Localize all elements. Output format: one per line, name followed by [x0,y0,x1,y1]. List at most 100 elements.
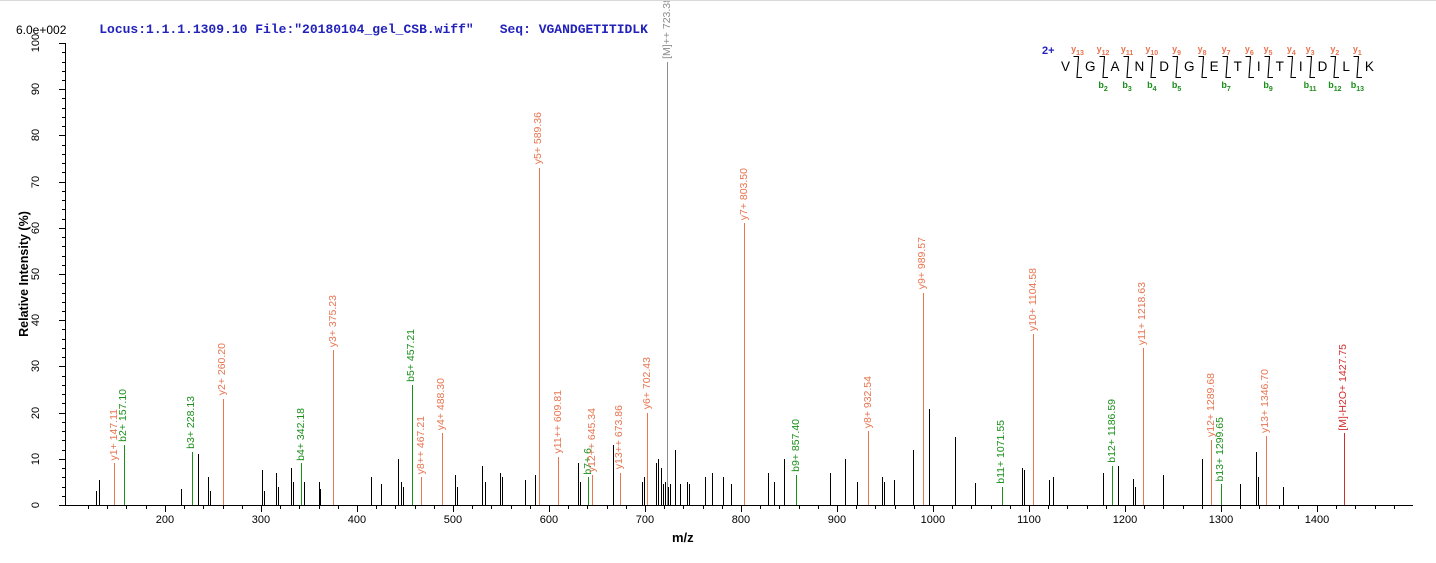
y-ion-label: y2 [1330,44,1340,57]
x-tick [1317,506,1318,512]
y-tick-label: 50 [30,267,42,281]
peak [643,477,645,505]
peak-label: b13+ 1299.65 [1214,416,1227,482]
x-tick [894,506,896,509]
cleavage-mark-icon [1072,55,1083,79]
peak [1283,486,1285,505]
cleavage-mark-icon [1244,55,1255,79]
peak [669,484,671,505]
annotated-peak [588,477,590,505]
residue-letter: D [1159,59,1170,74]
peak [722,477,724,505]
b-ion-label: b13 [1350,80,1365,93]
x-tick [1221,506,1222,512]
x-tick [587,506,589,509]
residue-letter: L [1342,59,1350,74]
y-tick-label: 70 [30,175,42,188]
x-tick [145,506,147,509]
peak-label: b12+ 1186.59 [1105,398,1118,463]
peak [98,479,100,505]
peak [1163,475,1165,505]
x-tick-label: 500 [443,514,463,526]
x-tick [126,506,128,509]
x-tick [280,506,282,509]
x-tick [376,506,378,509]
peak-label: [M]-H2O+ 1427.75 [1337,343,1350,431]
annotated-peak [868,431,870,505]
b-ion-label: b9 [1263,80,1273,93]
peak [1024,470,1026,505]
peak-label: b9+ 857.40 [789,419,802,472]
annotated-peak [1220,484,1222,505]
x-tick [1259,506,1261,509]
cleavage-site: y2 b12 [1328,43,1341,93]
y-ion-label: y13 [1071,44,1084,57]
cleavage-site: y5 b9 [1262,43,1275,93]
y-tick [62,449,65,451]
peak [687,481,689,505]
y-tick [62,338,65,340]
cleavage-mark-icon [1098,55,1109,79]
y-tick-label: 100 [30,33,42,53]
peak [1118,465,1120,505]
peak [767,472,769,505]
x-tick [1086,506,1088,509]
peak-label: b5+ 457.21 [405,329,418,382]
x-tick [260,506,262,512]
y-axis-line [65,43,66,506]
y-tick [62,246,65,248]
y-tick [59,458,65,460]
x-tick [836,506,838,512]
peak-label: y11+ 1218.63 [1136,281,1149,345]
x-tick [644,506,646,512]
peak-label: y13++ 673.86 [613,405,626,470]
x-tick [548,506,550,512]
x-tick [952,506,954,509]
peak [456,486,458,505]
x-tick [88,506,89,509]
x-tick [1240,506,1242,509]
y-tick-label: 30 [30,360,42,373]
x-tick [491,506,493,509]
y-tick [62,61,65,63]
b-ion-label: b3 [1122,80,1132,93]
peak-label: b11+ 1071.55 [995,419,1008,484]
x-tick [913,506,915,509]
x-axis-line [65,505,1413,506]
x-tick [1144,506,1146,509]
peak [912,449,914,505]
peak [208,477,210,505]
cleavage-site: y11 b3 [1121,43,1134,93]
y-tick [62,357,65,359]
residue-letter: E [1209,59,1219,74]
y-tick [62,126,65,128]
x-tick [1163,506,1165,509]
y-tick [62,107,65,109]
x-tick [452,506,454,512]
annotated-peak [1343,433,1345,505]
peak [613,444,615,505]
peak [665,481,667,505]
peak-label: y5+ 589.36 [532,112,545,165]
x-tick-label: 200 [155,514,175,526]
annotated-peak [411,384,413,505]
peak [844,458,846,505]
peak [454,475,456,505]
cleavage-site: y13 [1071,43,1084,91]
b-ion-label [1201,79,1204,91]
peak [882,477,884,505]
peak-label: y8++ 467.21 [414,415,427,475]
peak [304,481,306,505]
residue-letter: I [1256,59,1261,74]
x-tick-label: 300 [251,514,271,526]
y-tick [62,172,65,174]
y-tick-label: 80 [30,129,42,142]
y-ion-label: y1 [1352,44,1362,57]
cleavage-site: y10 b4 [1145,43,1158,93]
cleavage-mark-icon [1305,55,1316,79]
residue-letter: K [1364,59,1374,74]
x-tick-label: 1200 [1112,514,1138,526]
annotated-peak [1142,347,1144,505]
